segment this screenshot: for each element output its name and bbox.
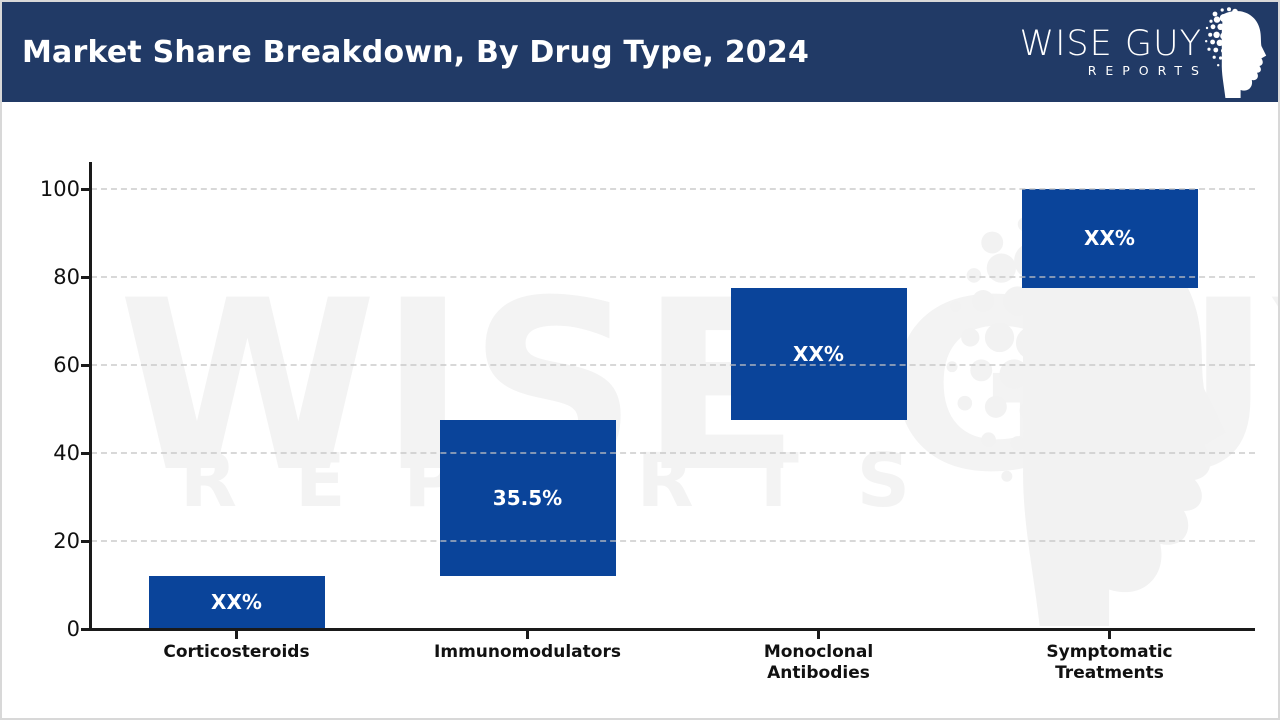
bar-value-label: 35.5% [492, 486, 563, 510]
y-tick-100 [81, 187, 89, 191]
y-tick-label-20: 20 [53, 529, 80, 553]
y-axis-line [89, 162, 92, 631]
bar-immunomodulators: 35.5% [439, 420, 616, 577]
bar-value-label: XX% [211, 590, 262, 615]
bar-value-label: XX% [793, 342, 844, 366]
gridline-100 [91, 188, 1255, 190]
page-title: Market Share Breakdown, By Drug Type, 20… [22, 34, 810, 70]
bar-symptomatic-treatments: XX% [1021, 189, 1198, 288]
y-tick-label-80: 80 [53, 265, 80, 289]
x-tick-4 [1108, 630, 1111, 639]
y-tick-40 [81, 451, 89, 455]
gridline-20 [91, 540, 1255, 542]
y-tick-label-40: 40 [53, 441, 80, 465]
y-tick-80 [81, 275, 89, 279]
chart-area: WISE GUY REPORTS XX%35.5%XX%XX%020406080… [2, 102, 1278, 718]
wiseguy-logo: WISE GUY REPORTS [1019, 6, 1268, 98]
header-bar: Market Share Breakdown, By Drug Type, 20… [2, 2, 1278, 102]
wiseguy-logo-text: WISE GUY REPORTS [1019, 23, 1202, 78]
y-tick-20 [81, 539, 89, 543]
gridline-60 [91, 364, 1255, 366]
category-label-immunomodulators: Immunomodulators [434, 642, 621, 662]
logo-wordmark: WISE GUY [1019, 23, 1202, 64]
y-tick-label-100: 100 [39, 177, 80, 201]
x-tick-2 [526, 630, 529, 639]
logo-subtitle: REPORTS [1087, 62, 1208, 78]
gridline-80 [91, 276, 1255, 278]
x-tick-3 [817, 630, 820, 639]
wiseguy-head-icon [1205, 7, 1267, 98]
bar-corticosteroids: XX% [148, 576, 325, 629]
y-tick-60 [81, 363, 89, 367]
bar-monoclonal-antibodies: XX% [730, 288, 907, 420]
y-tick-label-60: 60 [53, 353, 80, 377]
category-label-corticosteroids: Corticosteroids [163, 642, 310, 662]
bar-value-label: XX% [1084, 226, 1135, 250]
x-axis-line [89, 627, 1255, 631]
gridline-40 [91, 452, 1255, 454]
category-label-monoclonal: Monoclonal Antibodies [763, 642, 874, 684]
category-label-symptomatic: Symptomatic Treatments [1046, 642, 1173, 684]
y-tick-label-0: 0 [66, 617, 80, 641]
y-tick-0 [81, 627, 89, 631]
x-tick-1 [235, 630, 238, 639]
